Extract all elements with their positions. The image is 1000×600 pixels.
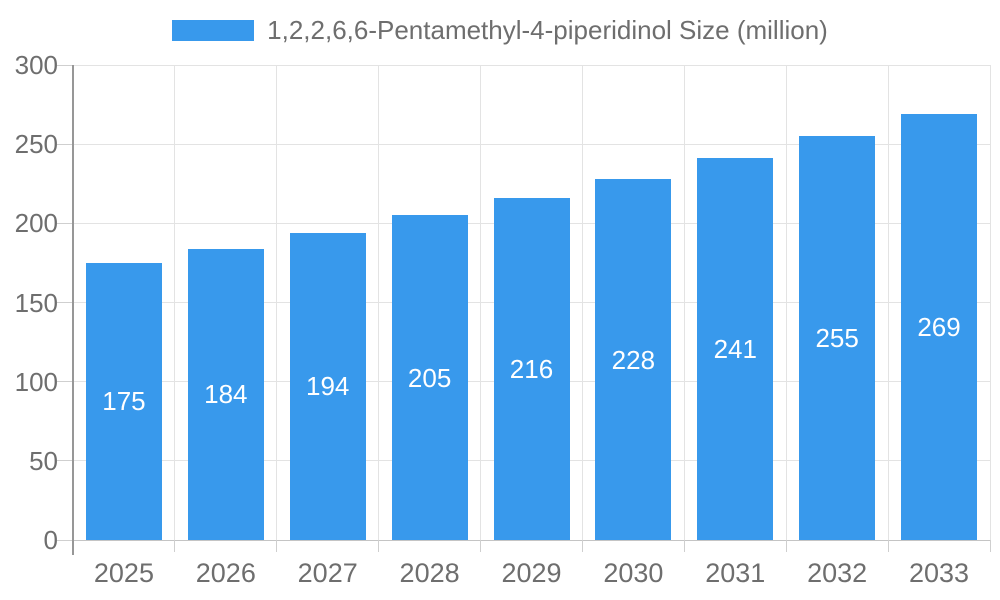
x-tick-label: 2029 <box>501 558 562 588</box>
y-tick <box>57 64 73 66</box>
bar-value-label: 194 <box>306 371 350 402</box>
y-tick <box>57 302 73 303</box>
y-tick-label: 250 <box>14 129 58 160</box>
y-tick-label: 150 <box>14 287 58 318</box>
x-tick-label: 2025 <box>93 558 154 588</box>
x-tick <box>480 540 482 552</box>
bar[interactable]: 216 <box>493 198 570 540</box>
bar-value-label: 255 <box>815 323 859 354</box>
x-tick-label: 2028 <box>399 558 460 588</box>
bar[interactable]: 255 <box>799 136 876 540</box>
y-axis-line <box>72 65 74 555</box>
x-tick <box>683 540 685 552</box>
y-tick <box>57 143 73 145</box>
x-tick <box>581 540 583 552</box>
x-gridline <box>683 65 685 540</box>
legend[interactable]: 1,2,2,6,6-Pentamethyl-4-piperidinol Size… <box>0 14 1000 46</box>
x-gridline <box>174 65 176 540</box>
bar[interactable]: 228 <box>595 179 672 540</box>
bar[interactable]: 184 <box>187 248 264 540</box>
legend-swatch <box>172 19 255 41</box>
x-gridline <box>785 65 787 540</box>
x-tick-label: 2027 <box>297 558 358 588</box>
y-tick <box>57 460 73 462</box>
x-tick <box>887 540 889 552</box>
y-tick-label: 100 <box>14 366 58 397</box>
x-tick-label: 2032 <box>807 558 868 588</box>
x-tick <box>276 540 278 552</box>
bar-value-label: 184 <box>204 379 248 410</box>
y-gridline <box>73 143 990 145</box>
bar[interactable]: 241 <box>697 158 774 540</box>
x-tick <box>378 540 380 552</box>
x-gridline <box>989 65 991 540</box>
bar[interactable]: 205 <box>391 215 468 540</box>
y-gridline <box>73 64 990 66</box>
y-tick-label: 300 <box>14 50 58 80</box>
bar-value-label: 216 <box>509 354 554 384</box>
y-tick <box>57 539 73 541</box>
y-tick <box>57 381 73 383</box>
x-tick <box>174 540 176 552</box>
y-tick-label: 50 <box>29 445 58 476</box>
x-gridline <box>887 65 889 540</box>
x-gridline <box>581 65 583 540</box>
y-gridline <box>73 539 990 541</box>
y-tick <box>57 222 73 224</box>
x-tick <box>989 540 991 552</box>
x-tick <box>785 540 787 552</box>
bar-value-label: 241 <box>713 334 757 365</box>
bar[interactable]: 194 <box>289 232 366 540</box>
bar-value-label: 205 <box>407 362 452 393</box>
bar-value-label: 269 <box>917 312 961 343</box>
bar[interactable]: 269 <box>901 114 978 540</box>
bar-value-label: 228 <box>611 344 656 375</box>
x-tick-label: 2033 <box>909 558 970 588</box>
y-tick-label: 0 <box>43 525 58 555</box>
bar[interactable]: 175 <box>85 262 162 540</box>
x-tick-label: 2031 <box>705 558 766 588</box>
x-gridline <box>480 65 482 540</box>
legend-label: 1,2,2,6,6-Pentamethyl-4-piperidinol Size… <box>267 15 828 45</box>
y-tick-label: 200 <box>14 208 58 239</box>
bar-value-label: 175 <box>102 386 146 417</box>
x-tick-label: 2030 <box>603 558 664 588</box>
x-gridline <box>276 65 278 540</box>
x-tick-label: 2026 <box>195 558 256 588</box>
x-gridline <box>378 65 380 540</box>
